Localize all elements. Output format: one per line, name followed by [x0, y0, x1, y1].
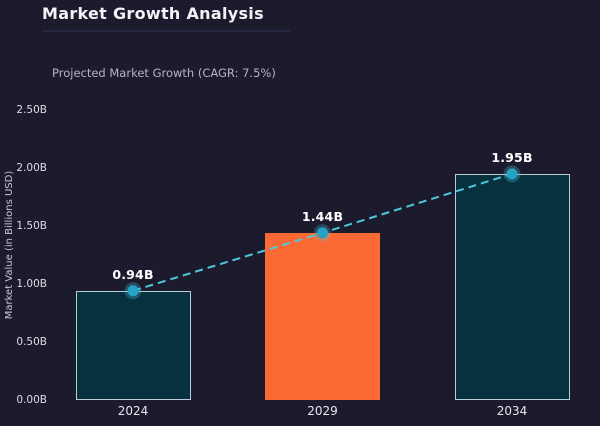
y-tick-label: 1.50B — [16, 219, 47, 232]
chart-title: Market Growth Analysis — [42, 4, 264, 23]
bar-value-label: 1.44B — [301, 208, 344, 224]
y-tick-label: 0.00B — [16, 393, 47, 406]
chart-subtitle: Projected Market Growth (CAGR: 7.5%) — [52, 66, 276, 80]
y-tick-label: 2.00B — [16, 162, 47, 175]
bar-value-label: 0.94B — [112, 266, 154, 282]
x-tick-label-2029: 2029 — [307, 404, 338, 418]
bar-value-label: 1.95B — [491, 149, 533, 165]
bar-2034 — [454, 173, 570, 401]
x-tick-label-2034: 2034 — [496, 404, 528, 418]
x-tick-label-2024: 2024 — [117, 404, 149, 418]
bar-2024 — [75, 290, 191, 401]
y-tick-label: 1.00B — [16, 277, 47, 290]
y-tick-label: 2.50B — [16, 104, 47, 117]
bar-2029 — [265, 232, 380, 401]
title-underline — [42, 30, 290, 32]
y-tick-label: 0.50B — [16, 335, 47, 348]
y-axis-title: Market Value (in Billions USD) — [4, 170, 15, 320]
